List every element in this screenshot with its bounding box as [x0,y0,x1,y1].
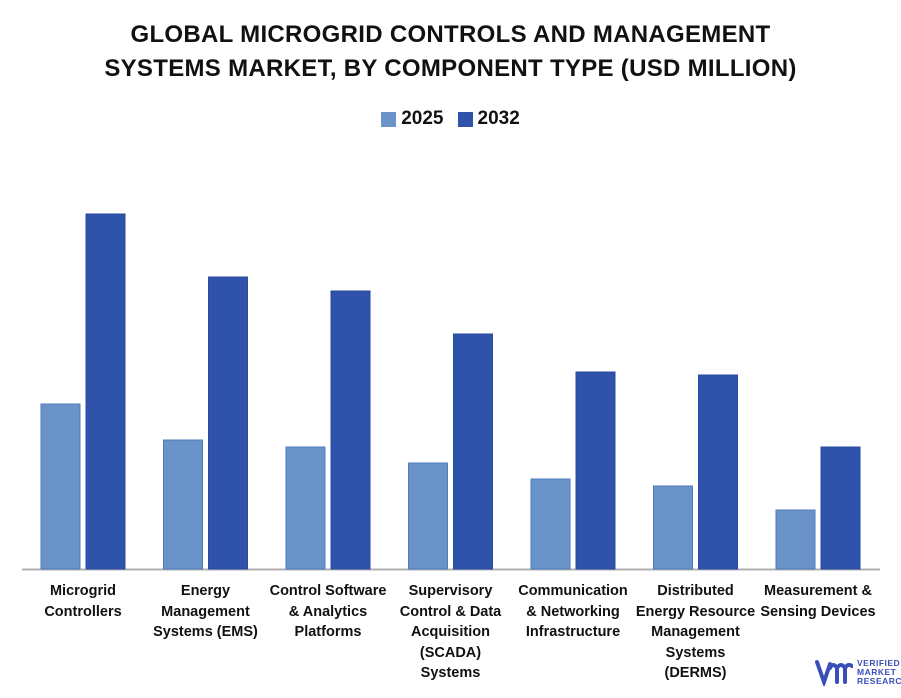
legend-swatch-2025 [381,111,397,127]
vmr-logo-icon [815,660,853,686]
x-tick-label-4: Communication & Networking Infrastructur… [518,583,628,640]
bar-2032-4 [575,371,616,570]
legend-label-2025: 2025 [401,108,444,129]
chart-title-line-1: GLOBAL MICROGRID CONTROLS AND MANAGEMENT [130,21,771,48]
bar-2032-6 [820,446,861,570]
bar-2032-5 [698,374,738,570]
bar-2032-1 [208,276,248,570]
x-tick-label-1: Energy Management Systems (EMS) [153,583,258,640]
bar-2025-5 [653,485,693,570]
bar-2032-0 [85,213,126,570]
bar-2032-3 [453,333,493,570]
bar-2025-2 [285,446,326,570]
x-tick-label-0: Microgrid Controllers [44,583,122,620]
x-tick-label-5: Distributed Energy Resource Management S… [635,583,756,681]
bar-2025-3 [408,462,448,570]
legend-label-2032: 2032 [477,108,520,129]
vmr-logo: VERIFIED MARKET RESEARCH [815,658,901,686]
x-tick-label-6: Measurement & Sensing Devices [760,583,876,620]
x-tick-label-2: Control Software & Analytics Platforms [269,583,387,640]
bar-2025-1 [163,439,203,570]
chart-title: GLOBAL MICROGRID CONTROLS AND MANAGEMENT… [0,18,901,86]
legend-item-2032: 2032 [457,108,520,130]
bar-2025-6 [775,509,816,570]
bar-2025-4 [530,478,571,570]
x-tick-label-3: Supervisory Control & Data Acquisition (… [399,583,502,681]
bar-2025-0 [40,403,81,570]
chart-title-line-2: SYSTEMS MARKET, BY COMPONENT TYPE (USD M… [104,55,797,82]
bar-2032-2 [330,290,371,570]
legend-item-2025: 2025 [381,108,444,130]
legend: 2025 2032 [0,108,901,130]
legend-swatch-2032 [457,111,473,127]
